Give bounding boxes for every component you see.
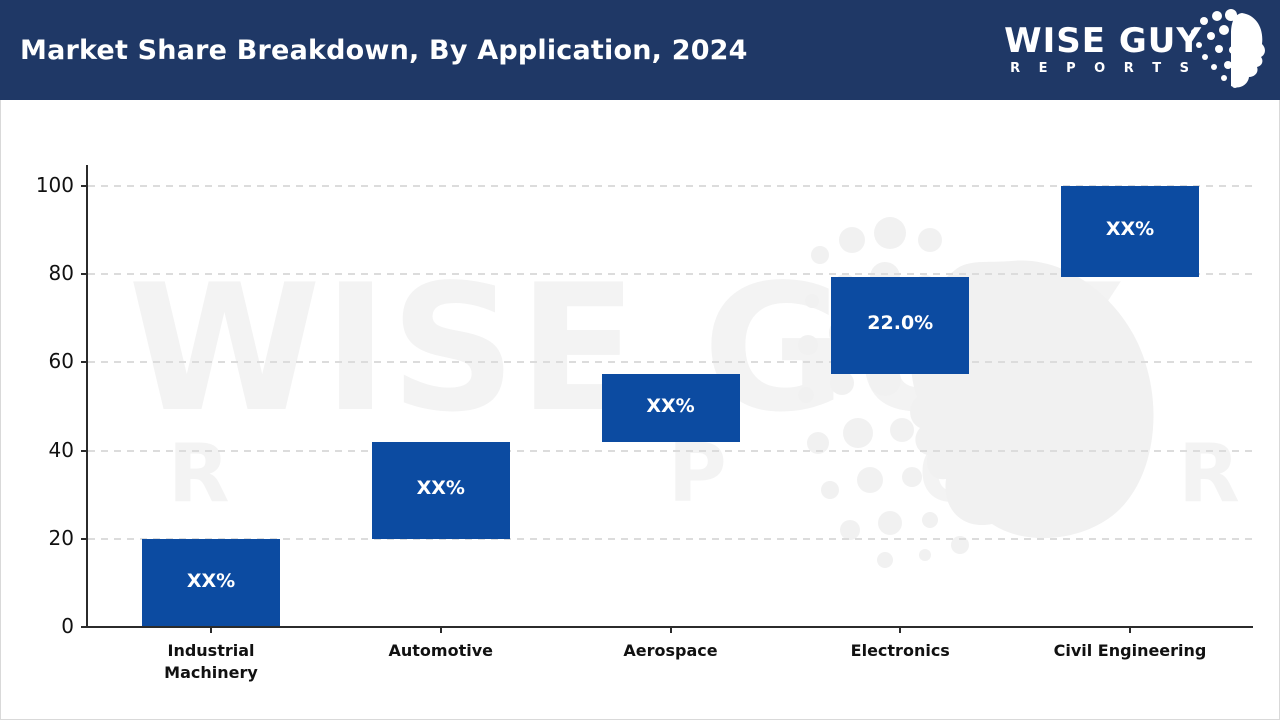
gridline-20 — [88, 537, 1253, 540]
x-axis-label-industrial-machinery: Industrial Machinery — [101, 640, 321, 684]
bar-value-label-civil-engineering: XX% — [1105, 218, 1155, 241]
x-tick-mark-automotive — [439, 628, 442, 633]
bar-value-label-aerospace: XX% — [646, 394, 695, 417]
x-axis-label-line: Automotive — [388, 641, 494, 660]
x-axis-label-automotive: Automotive — [331, 640, 551, 662]
x-axis-label-electronics: Electronics — [790, 640, 1010, 662]
page-title: Market Share Breakdown, By Application, … — [20, 34, 748, 66]
gridline-80 — [88, 273, 1253, 276]
x-axis-label-civil-engineering: Civil Engineering — [1020, 640, 1240, 662]
x-axis-line — [86, 626, 1253, 628]
y-tick-mark-100 — [81, 185, 88, 188]
y-axis-line — [86, 165, 88, 628]
logo-subtitle: R E P O R T S — [1010, 61, 1197, 76]
y-tick-label-0: 0 — [61, 614, 74, 638]
bar-automotive — [371, 441, 510, 539]
y-tick-mark-60 — [81, 361, 88, 364]
x-tick-mark-aerospace — [669, 628, 672, 633]
gridline-60 — [88, 361, 1253, 364]
y-tick-mark-0 — [81, 626, 88, 628]
wise-guy-logo: WISE GUY R E P O R T S — [1004, 8, 1266, 92]
bar-value-label-industrial-machinery: XX% — [186, 569, 236, 592]
y-tick-mark-20 — [81, 537, 88, 540]
bar-aerospace — [601, 373, 740, 442]
y-tick-label-20: 20 — [48, 525, 74, 550]
gridline-40 — [88, 449, 1253, 452]
header: Market Share Breakdown, By Application, … — [0, 0, 1280, 100]
gridline-100 — [88, 185, 1253, 188]
y-tick-label-80: 80 — [48, 261, 74, 286]
bar-civil-engineering — [1061, 186, 1199, 277]
x-axis-label-line: Aerospace — [623, 641, 718, 660]
bar-value-label-electronics: 22.0% — [867, 312, 934, 335]
bar-industrial-machinery — [142, 538, 280, 627]
x-tick-mark-civil-engineering — [1129, 628, 1131, 633]
logo-head-icon — [1191, 9, 1265, 88]
x-tick-mark-industrial-machinery — [210, 628, 212, 633]
bar-electronics — [831, 276, 970, 374]
x-axis-label-line: Industrial — [167, 641, 255, 660]
x-tick-mark-electronics — [899, 628, 902, 633]
x-axis-label-line: Machinery — [164, 663, 258, 682]
logo-wordmark: WISE GUY — [1004, 21, 1202, 61]
y-tick-label-100: 100 — [35, 173, 74, 198]
y-tick-mark-80 — [81, 273, 88, 276]
bar-value-label-automotive: XX% — [416, 477, 465, 500]
y-tick-mark-40 — [81, 449, 88, 452]
x-axis-label-aerospace: Aerospace — [561, 640, 781, 662]
y-tick-label-60: 60 — [48, 349, 74, 374]
y-tick-label-40: 40 — [48, 437, 74, 462]
x-axis-label-line: Civil Engineering — [1053, 641, 1207, 660]
logo-text: WISE GUY R E P O R T S — [1004, 23, 1202, 77]
x-axis-label-line: Electronics — [850, 641, 950, 660]
